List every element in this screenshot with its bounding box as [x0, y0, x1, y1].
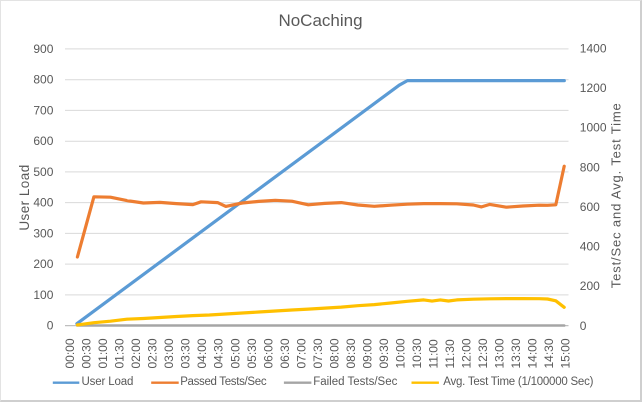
svg-text:13:30: 13:30: [509, 338, 523, 368]
svg-text:700: 700: [33, 103, 53, 117]
svg-text:01:30: 01:30: [113, 338, 127, 368]
svg-text:13:00: 13:00: [492, 338, 506, 368]
svg-text:08:00: 08:00: [327, 338, 341, 368]
svg-text:03:00: 03:00: [162, 338, 176, 368]
svg-text:1200: 1200: [580, 81, 607, 95]
svg-text:05:30: 05:30: [245, 338, 259, 368]
svg-text:Avg. Test Time (1/100000 Sec): Avg. Test Time (1/100000 Sec): [443, 376, 593, 388]
svg-text:0: 0: [47, 319, 54, 333]
svg-text:02:00: 02:00: [129, 338, 143, 368]
svg-text:04:30: 04:30: [212, 338, 226, 368]
svg-text:11:00: 11:00: [426, 339, 440, 368]
svg-text:14:00: 14:00: [525, 338, 539, 368]
svg-text:05:00: 05:00: [228, 338, 242, 368]
svg-text:User Load: User Load: [17, 164, 32, 230]
svg-text:15:00: 15:00: [558, 338, 572, 368]
svg-text:600: 600: [33, 134, 53, 148]
svg-text:200: 200: [33, 257, 53, 271]
svg-text:Failed Tests/Sec: Failed Tests/Sec: [313, 376, 397, 388]
svg-text:1000: 1000: [580, 121, 607, 135]
svg-text:400: 400: [580, 240, 600, 254]
svg-text:09:00: 09:00: [360, 338, 374, 368]
svg-text:07:30: 07:30: [311, 338, 325, 368]
svg-text:800: 800: [33, 73, 53, 87]
svg-text:04:00: 04:00: [195, 338, 209, 368]
svg-text:Passed Tests/Sec: Passed Tests/Sec: [180, 376, 267, 388]
svg-text:06:00: 06:00: [261, 338, 275, 368]
svg-text:100: 100: [33, 288, 53, 302]
svg-text:12:00: 12:00: [459, 338, 473, 368]
svg-text:400: 400: [33, 196, 53, 210]
svg-text:02:30: 02:30: [146, 338, 160, 368]
svg-text:09:30: 09:30: [377, 338, 391, 368]
svg-text:600: 600: [580, 200, 600, 214]
svg-text:03:30: 03:30: [179, 338, 193, 368]
svg-text:800: 800: [580, 160, 600, 174]
svg-text:01:00: 01:00: [96, 338, 110, 368]
svg-text:10:30: 10:30: [410, 338, 424, 368]
svg-text:1400: 1400: [580, 41, 607, 55]
svg-text:500: 500: [33, 165, 53, 179]
svg-text:14:30: 14:30: [542, 338, 556, 368]
svg-text:12:30: 12:30: [476, 338, 490, 368]
svg-text:200: 200: [580, 279, 600, 293]
svg-text:00:30: 00:30: [80, 338, 94, 368]
svg-text:10:00: 10:00: [393, 338, 407, 368]
svg-text:900: 900: [33, 42, 53, 56]
svg-text:07:00: 07:00: [294, 338, 308, 368]
svg-text:0: 0: [580, 319, 587, 333]
svg-text:08:30: 08:30: [344, 338, 358, 368]
svg-text:00:00: 00:00: [63, 338, 77, 368]
svg-text:06:30: 06:30: [278, 338, 292, 368]
svg-text:NoCaching: NoCaching: [278, 11, 362, 30]
svg-text:Test/Sec and Avg. Test Time: Test/Sec and Avg. Test Time: [608, 102, 623, 288]
svg-text:300: 300: [33, 226, 53, 240]
svg-text:User Load: User Load: [82, 376, 134, 388]
svg-text:11:30: 11:30: [443, 339, 457, 368]
